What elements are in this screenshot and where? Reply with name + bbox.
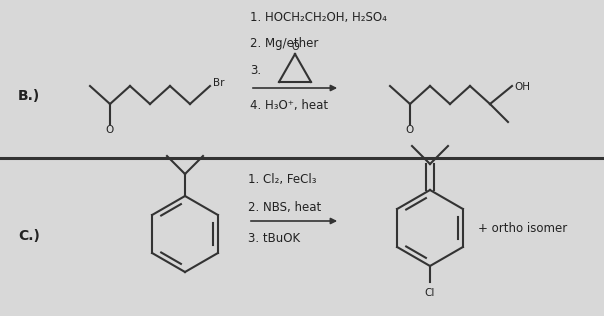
Text: 1. HOCH₂CH₂OH, H₂SO₄: 1. HOCH₂CH₂OH, H₂SO₄: [250, 11, 387, 25]
Text: O: O: [291, 42, 299, 52]
Text: 2. Mg/ether: 2. Mg/ether: [250, 38, 318, 51]
Text: C.): C.): [18, 229, 40, 243]
Text: Br: Br: [213, 78, 225, 88]
Text: O: O: [106, 125, 114, 135]
Text: OH: OH: [514, 82, 530, 92]
Text: + ortho isomer: + ortho isomer: [478, 222, 567, 234]
Text: 4. H₃O⁺, heat: 4. H₃O⁺, heat: [250, 100, 328, 112]
Text: O: O: [406, 125, 414, 135]
Text: 1. Cl₂, FeCl₃: 1. Cl₂, FeCl₃: [248, 173, 316, 186]
Text: 2. NBS, heat: 2. NBS, heat: [248, 202, 321, 215]
Text: 3.: 3.: [250, 64, 261, 77]
Text: 3. tBuOK: 3. tBuOK: [248, 232, 300, 245]
Text: B.): B.): [18, 89, 40, 103]
Text: Cl: Cl: [425, 288, 435, 298]
